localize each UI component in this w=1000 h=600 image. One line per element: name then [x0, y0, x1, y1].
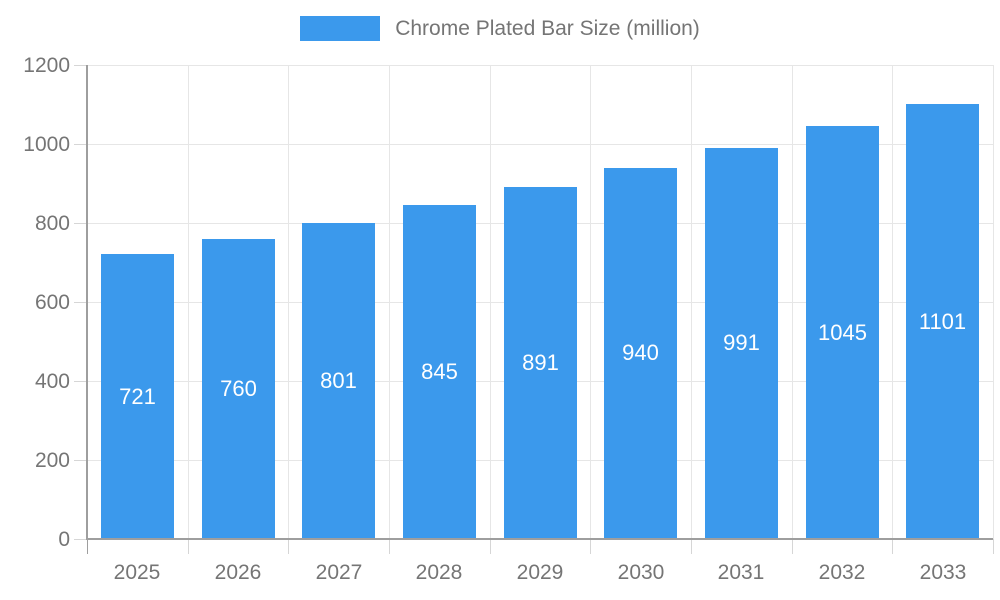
x-axis-tick-label: 2029: [516, 561, 564, 584]
y-axis-tick: [74, 381, 87, 382]
x-axis-tick: [691, 539, 692, 554]
x-axis-line: [86, 538, 993, 540]
y-axis-tick: [74, 223, 87, 224]
x-axis-tick-label: 2025: [113, 561, 161, 584]
y-gridline: [87, 144, 993, 145]
x-axis-tick-label: 2028: [415, 561, 463, 584]
y-axis-tick: [74, 302, 87, 303]
x-gridline: [288, 65, 289, 539]
x-axis-tick: [288, 539, 289, 554]
x-gridline: [792, 65, 793, 539]
bar-value-label: 760: [220, 376, 257, 401]
y-axis-tick: [74, 460, 87, 461]
y-axis-tick-label: 1200: [23, 54, 70, 77]
x-axis-tick: [87, 539, 88, 554]
bar[interactable]: [202, 239, 275, 539]
bar[interactable]: [806, 126, 879, 539]
x-axis-tick: [188, 539, 189, 554]
bar[interactable]: [504, 187, 577, 539]
bar-value-label: 1045: [818, 320, 867, 345]
y-axis-tick-label: 600: [34, 291, 70, 314]
x-axis-tick: [792, 539, 793, 554]
bar-value-label: 940: [622, 340, 659, 365]
y-axis-tick: [74, 65, 87, 66]
y-axis-tick: [74, 539, 87, 540]
bar-value-label: 891: [522, 350, 559, 375]
bar-value-label: 1101: [918, 309, 967, 334]
y-axis-tick-label: 800: [34, 212, 70, 235]
x-axis-tick-label: 2033: [919, 561, 967, 584]
y-axis-tick-label: 0: [58, 528, 70, 551]
bar[interactable]: [604, 168, 677, 539]
x-gridline: [691, 65, 692, 539]
y-axis-line: [86, 65, 88, 539]
bar[interactable]: [403, 205, 476, 539]
y-axis-tick-label: 200: [34, 449, 70, 472]
x-axis-tick-label: 2030: [617, 561, 665, 584]
y-gridline: [87, 65, 993, 66]
bar-value-label: 801: [320, 368, 357, 393]
x-axis-tick-label: 2032: [818, 561, 866, 584]
y-axis-tick-label: 1000: [23, 133, 70, 156]
legend-label: Chrome Plated Bar Size (million): [395, 16, 700, 40]
bar[interactable]: [101, 254, 174, 539]
x-gridline: [490, 65, 491, 539]
x-gridline: [389, 65, 390, 539]
x-axis-tick-label: 2027: [315, 561, 363, 584]
bar[interactable]: [302, 223, 375, 539]
x-axis-tick: [490, 539, 491, 554]
x-gridline: [188, 65, 189, 539]
x-axis-tick: [993, 539, 994, 554]
y-axis-tick: [74, 144, 87, 145]
bar[interactable]: [906, 104, 979, 539]
x-gridline: [892, 65, 893, 539]
x-axis-tick-label: 2031: [717, 561, 765, 584]
x-axis-tick: [892, 539, 893, 554]
bar-value-label: 845: [421, 359, 458, 384]
x-axis-tick: [590, 539, 591, 554]
bar[interactable]: [705, 148, 778, 539]
x-axis-tick-label: 2026: [214, 561, 262, 584]
y-axis-tick-label: 400: [34, 370, 70, 393]
legend-swatch: [300, 16, 381, 41]
x-gridline: [590, 65, 591, 539]
bar-value-label: 991: [723, 330, 760, 355]
bar-value-label: 721: [119, 384, 156, 409]
legend[interactable]: Chrome Plated Bar Size (million): [0, 16, 1000, 41]
x-axis-tick: [389, 539, 390, 554]
x-gridline: [993, 65, 994, 539]
